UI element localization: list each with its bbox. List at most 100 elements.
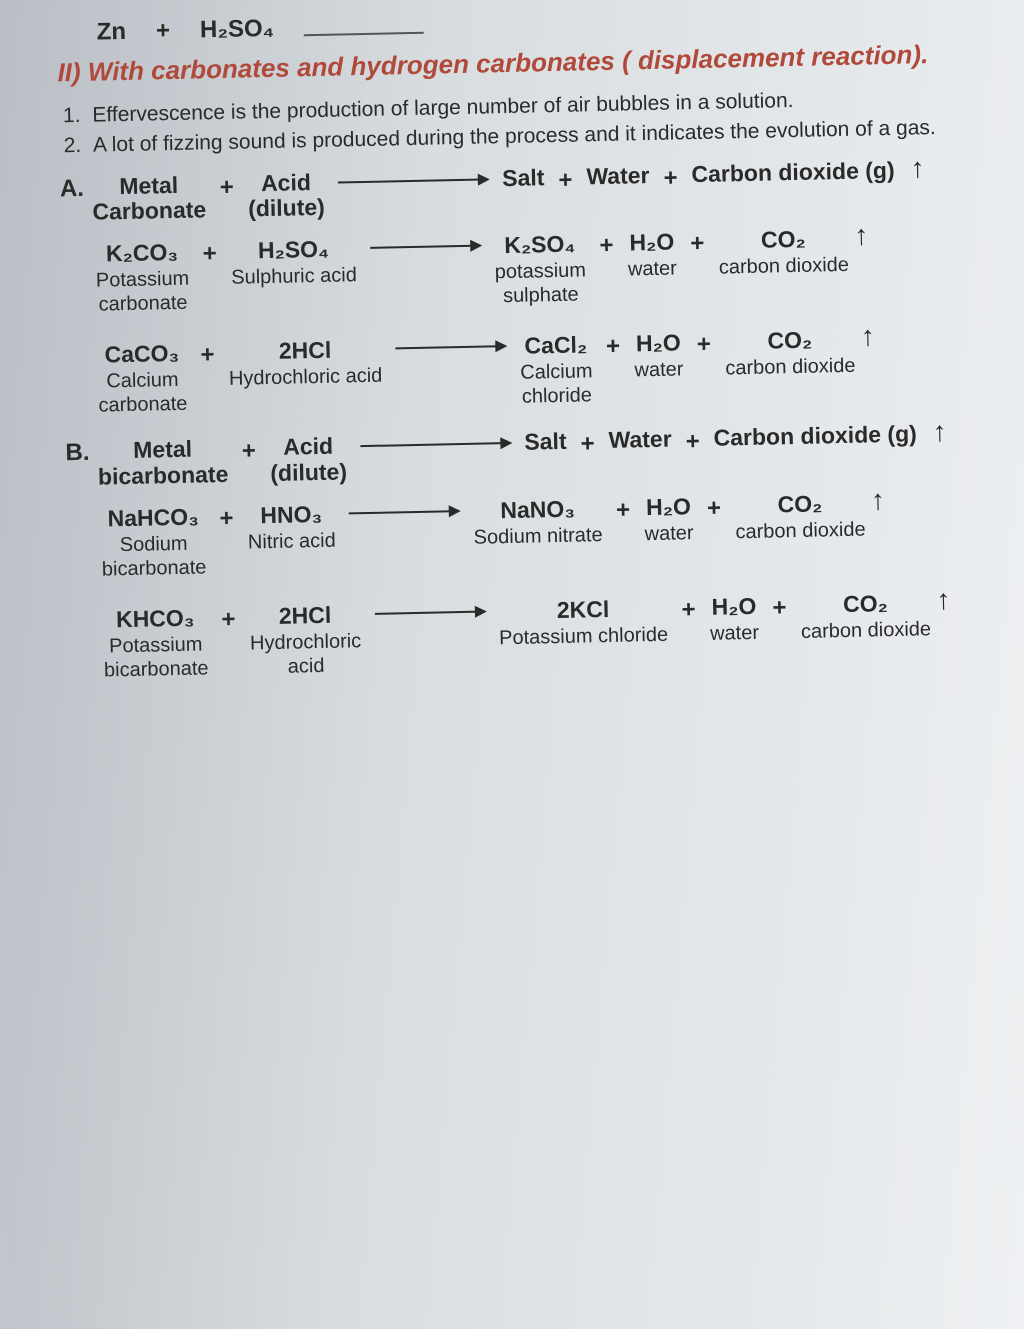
plus: +	[606, 331, 621, 361]
formula: CO₂	[767, 327, 812, 355]
name: Calcium	[520, 361, 593, 385]
name: Potassium	[109, 633, 203, 657]
acid: Acid	[283, 434, 333, 460]
name: carbonate	[98, 393, 187, 417]
formula: K₂SO₄	[504, 231, 576, 259]
plus: +	[599, 230, 614, 260]
formula: CaCl₂	[524, 332, 587, 360]
formula: H₂O	[711, 593, 756, 621]
formula: CO₂	[761, 226, 806, 254]
name: potassium	[495, 260, 587, 284]
name: Sodium nitrate	[473, 524, 602, 549]
plus: +	[685, 426, 700, 456]
formula-zn: Zn	[96, 18, 126, 47]
name: carbon dioxide	[735, 518, 866, 543]
name: carbon dioxide	[801, 618, 932, 643]
metal: Metal	[133, 437, 192, 464]
co2: Carbon dioxide (g)	[713, 422, 917, 452]
gas-arrow-icon: ↑	[871, 489, 885, 512]
arrow-icon	[349, 510, 459, 514]
formula: K₂CO₃	[106, 239, 179, 268]
formula: 2KCl	[557, 596, 610, 624]
formula: CO₂	[777, 490, 822, 518]
co2: Carbon dioxide (g)	[691, 158, 895, 188]
name: water	[710, 622, 759, 645]
arrow-icon	[360, 442, 510, 447]
water: Water	[608, 427, 672, 454]
name: bicarbonate	[102, 556, 207, 580]
acid: Acid	[261, 170, 311, 196]
arrow-icon	[338, 178, 488, 183]
plus: +	[202, 238, 217, 268]
formula: CaCO₃	[104, 340, 179, 369]
formula: H₂O	[646, 493, 691, 521]
formula: KHCO₃	[116, 605, 195, 634]
name: Sulphuric acid	[231, 264, 357, 289]
formula-h2so4: H₂SO₄	[200, 15, 275, 45]
formula: NaHCO₃	[107, 503, 199, 532]
name: bicarbonate	[104, 657, 209, 681]
plus: +	[242, 436, 257, 466]
plus: +	[616, 494, 631, 524]
section-b: B. Metal bicarbonate + Acid (dilute) Sal…	[65, 420, 994, 682]
gas-arrow-icon: ↑	[933, 421, 947, 444]
name: Potassium	[96, 268, 190, 292]
gas-arrow-icon: ↑	[861, 326, 875, 349]
prev-equation-fragment: Zn + H₂SO₄	[96, 0, 980, 47]
label-b: B.	[65, 439, 98, 468]
formula: H₂O	[629, 229, 674, 257]
gas-arrow-icon: ↑	[854, 225, 868, 248]
name: Sodium	[120, 533, 188, 556]
arrow-icon	[370, 245, 480, 249]
plus: +	[681, 594, 696, 624]
name: carbon dioxide	[725, 355, 856, 380]
plus: +	[707, 492, 722, 522]
name: water	[628, 258, 677, 281]
plus: +	[221, 604, 236, 634]
section-title: II) With carbonates and hydrogen carbona…	[57, 38, 981, 88]
name: chloride	[522, 385, 592, 408]
name: Nitric acid	[248, 530, 336, 554]
name: water	[644, 522, 693, 545]
formula: 2HCl	[279, 602, 332, 630]
gas-arrow-icon: ↑	[910, 157, 924, 180]
name: carbonate	[98, 292, 187, 316]
formula: CO₂	[843, 590, 888, 618]
label-a: A.	[60, 174, 93, 203]
arrow-icon	[396, 345, 506, 349]
formula: HNO₃	[260, 501, 322, 529]
formula: 2HCl	[279, 337, 332, 365]
name: water	[634, 359, 683, 382]
plus: +	[558, 164, 573, 194]
plus: +	[690, 228, 705, 258]
formula: H₂SO₄	[258, 236, 330, 264]
formula: NaNO₃	[500, 496, 575, 525]
salt: Salt	[524, 429, 567, 455]
plus: +	[219, 171, 234, 201]
notes-list: Effervescence is the production of large…	[86, 83, 983, 160]
plus: +	[219, 503, 234, 533]
section-a: A. Metal Carbonate + Acid (dilute) Salt …	[60, 156, 989, 418]
name: Hydrochloric acid	[229, 365, 383, 390]
formula: H₂O	[636, 330, 681, 358]
name: Potassium chloride	[499, 624, 668, 650]
carbonate: Carbonate	[92, 197, 206, 225]
salt: Salt	[502, 165, 545, 191]
plus: +	[663, 162, 678, 192]
arrow-icon	[375, 610, 485, 614]
dilute: (dilute)	[270, 459, 347, 486]
dilute: (dilute)	[248, 195, 325, 222]
textbook-page: Zn + H₂SO₄ II) With carbonates and hydro…	[0, 0, 1024, 1329]
water: Water	[586, 163, 650, 190]
plus: +	[156, 17, 171, 45]
plus: +	[772, 592, 787, 622]
gas-arrow-icon: ↑	[936, 589, 950, 612]
name: acid	[288, 655, 325, 678]
plus: +	[697, 329, 712, 359]
plus: +	[580, 429, 595, 459]
name: Hydrochloric	[250, 630, 362, 654]
plus: +	[200, 339, 215, 369]
line-fragment	[304, 32, 424, 37]
name: carbon dioxide	[719, 254, 850, 279]
name: Calcium	[106, 369, 179, 393]
